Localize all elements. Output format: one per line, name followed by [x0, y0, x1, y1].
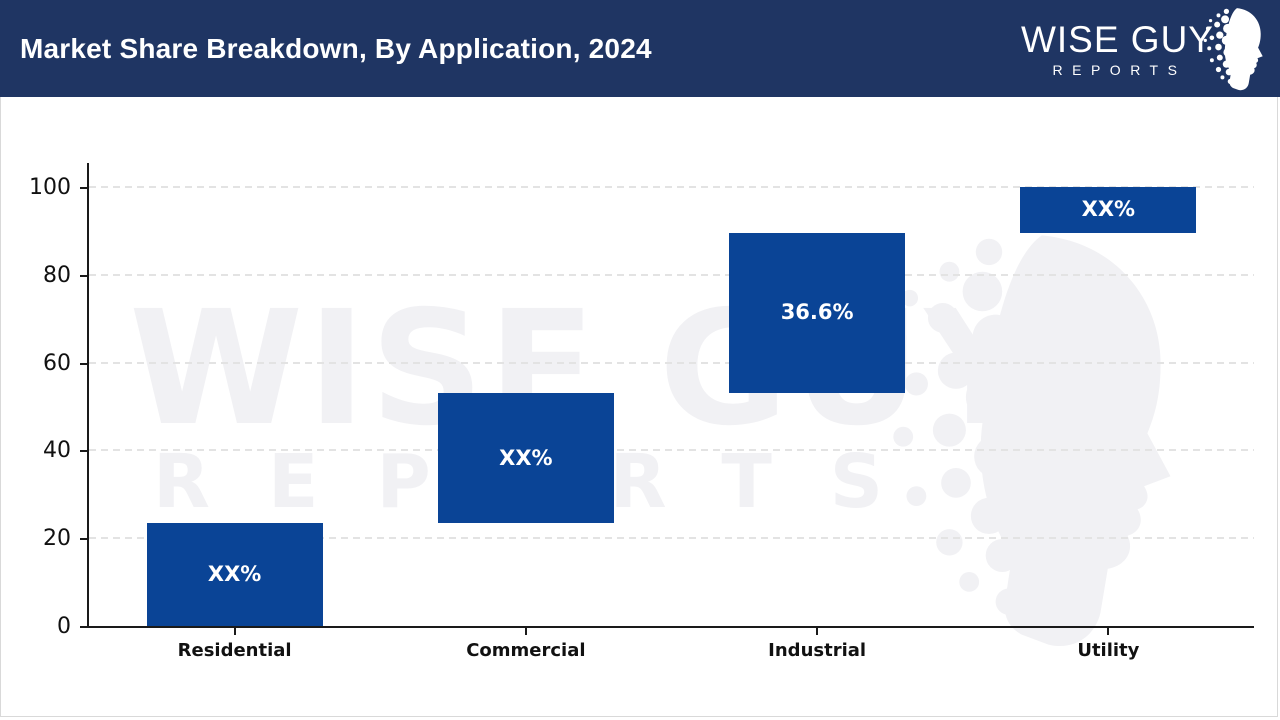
y-tick-mark: [80, 187, 87, 189]
gridline-100: [89, 186, 1254, 188]
y-axis-label: 0: [57, 614, 71, 639]
x-tick-mark: [524, 628, 527, 635]
y-tick-mark: [80, 362, 87, 365]
y-axis-spine: [87, 163, 89, 628]
header: Market Share Breakdown, By Application, …: [0, 0, 1280, 97]
bar-value-label-industrial: 36.6%: [780, 300, 854, 325]
x-axis-spine: [87, 626, 1254, 628]
bar-value-label-utility: XX%: [1081, 197, 1136, 222]
logo-wordmark: WISE GUY REPORTS: [1021, 21, 1214, 77]
page-title: Market Share Breakdown, By Application, …: [20, 32, 652, 64]
bar-utility: XX%: [1020, 187, 1197, 233]
gridline-80: [89, 273, 1254, 276]
bar-residential: XX%: [146, 522, 323, 626]
gridline-40: [89, 449, 1254, 452]
gridline-60: [89, 361, 1254, 364]
wise-guy-logo: WISE GUY REPORTS: [1021, 6, 1266, 92]
watermark-head-icon: [875, 235, 1171, 647]
x-tick-mark: [1107, 628, 1110, 635]
x-axis-label-commercial: Commercial: [466, 640, 586, 661]
x-axis-label-utility: Utility: [1077, 640, 1140, 661]
bar-commercial: XX%: [437, 393, 614, 523]
y-axis-label: 100: [29, 175, 71, 200]
gridline-20: [89, 537, 1254, 540]
bar-value-label-commercial: XX%: [499, 445, 553, 470]
x-axis-label-residential: Residential: [177, 640, 292, 661]
logo-wordmark-line1: WISE GUY: [1020, 18, 1214, 60]
bar-value-label-residential: XX%: [207, 561, 262, 586]
y-axis-label: 60: [43, 350, 71, 376]
y-axis-label: 20: [43, 526, 71, 552]
y-tick-mark: [80, 538, 87, 541]
y-axis-label: 80: [43, 262, 71, 288]
y-tick-mark: [80, 274, 87, 277]
y-tick-mark: [80, 626, 87, 628]
bar-industrial: 36.6%: [729, 232, 906, 394]
logo-wordmark-line2: REPORTS: [1052, 61, 1187, 78]
x-axis-label-industrial: Industrial: [768, 640, 867, 661]
x-tick-mark: [233, 628, 236, 635]
x-tick-mark: [816, 628, 819, 635]
y-axis-label: 40: [43, 438, 71, 464]
y-tick-mark: [80, 450, 87, 453]
logo-head-icon: [1203, 7, 1263, 90]
